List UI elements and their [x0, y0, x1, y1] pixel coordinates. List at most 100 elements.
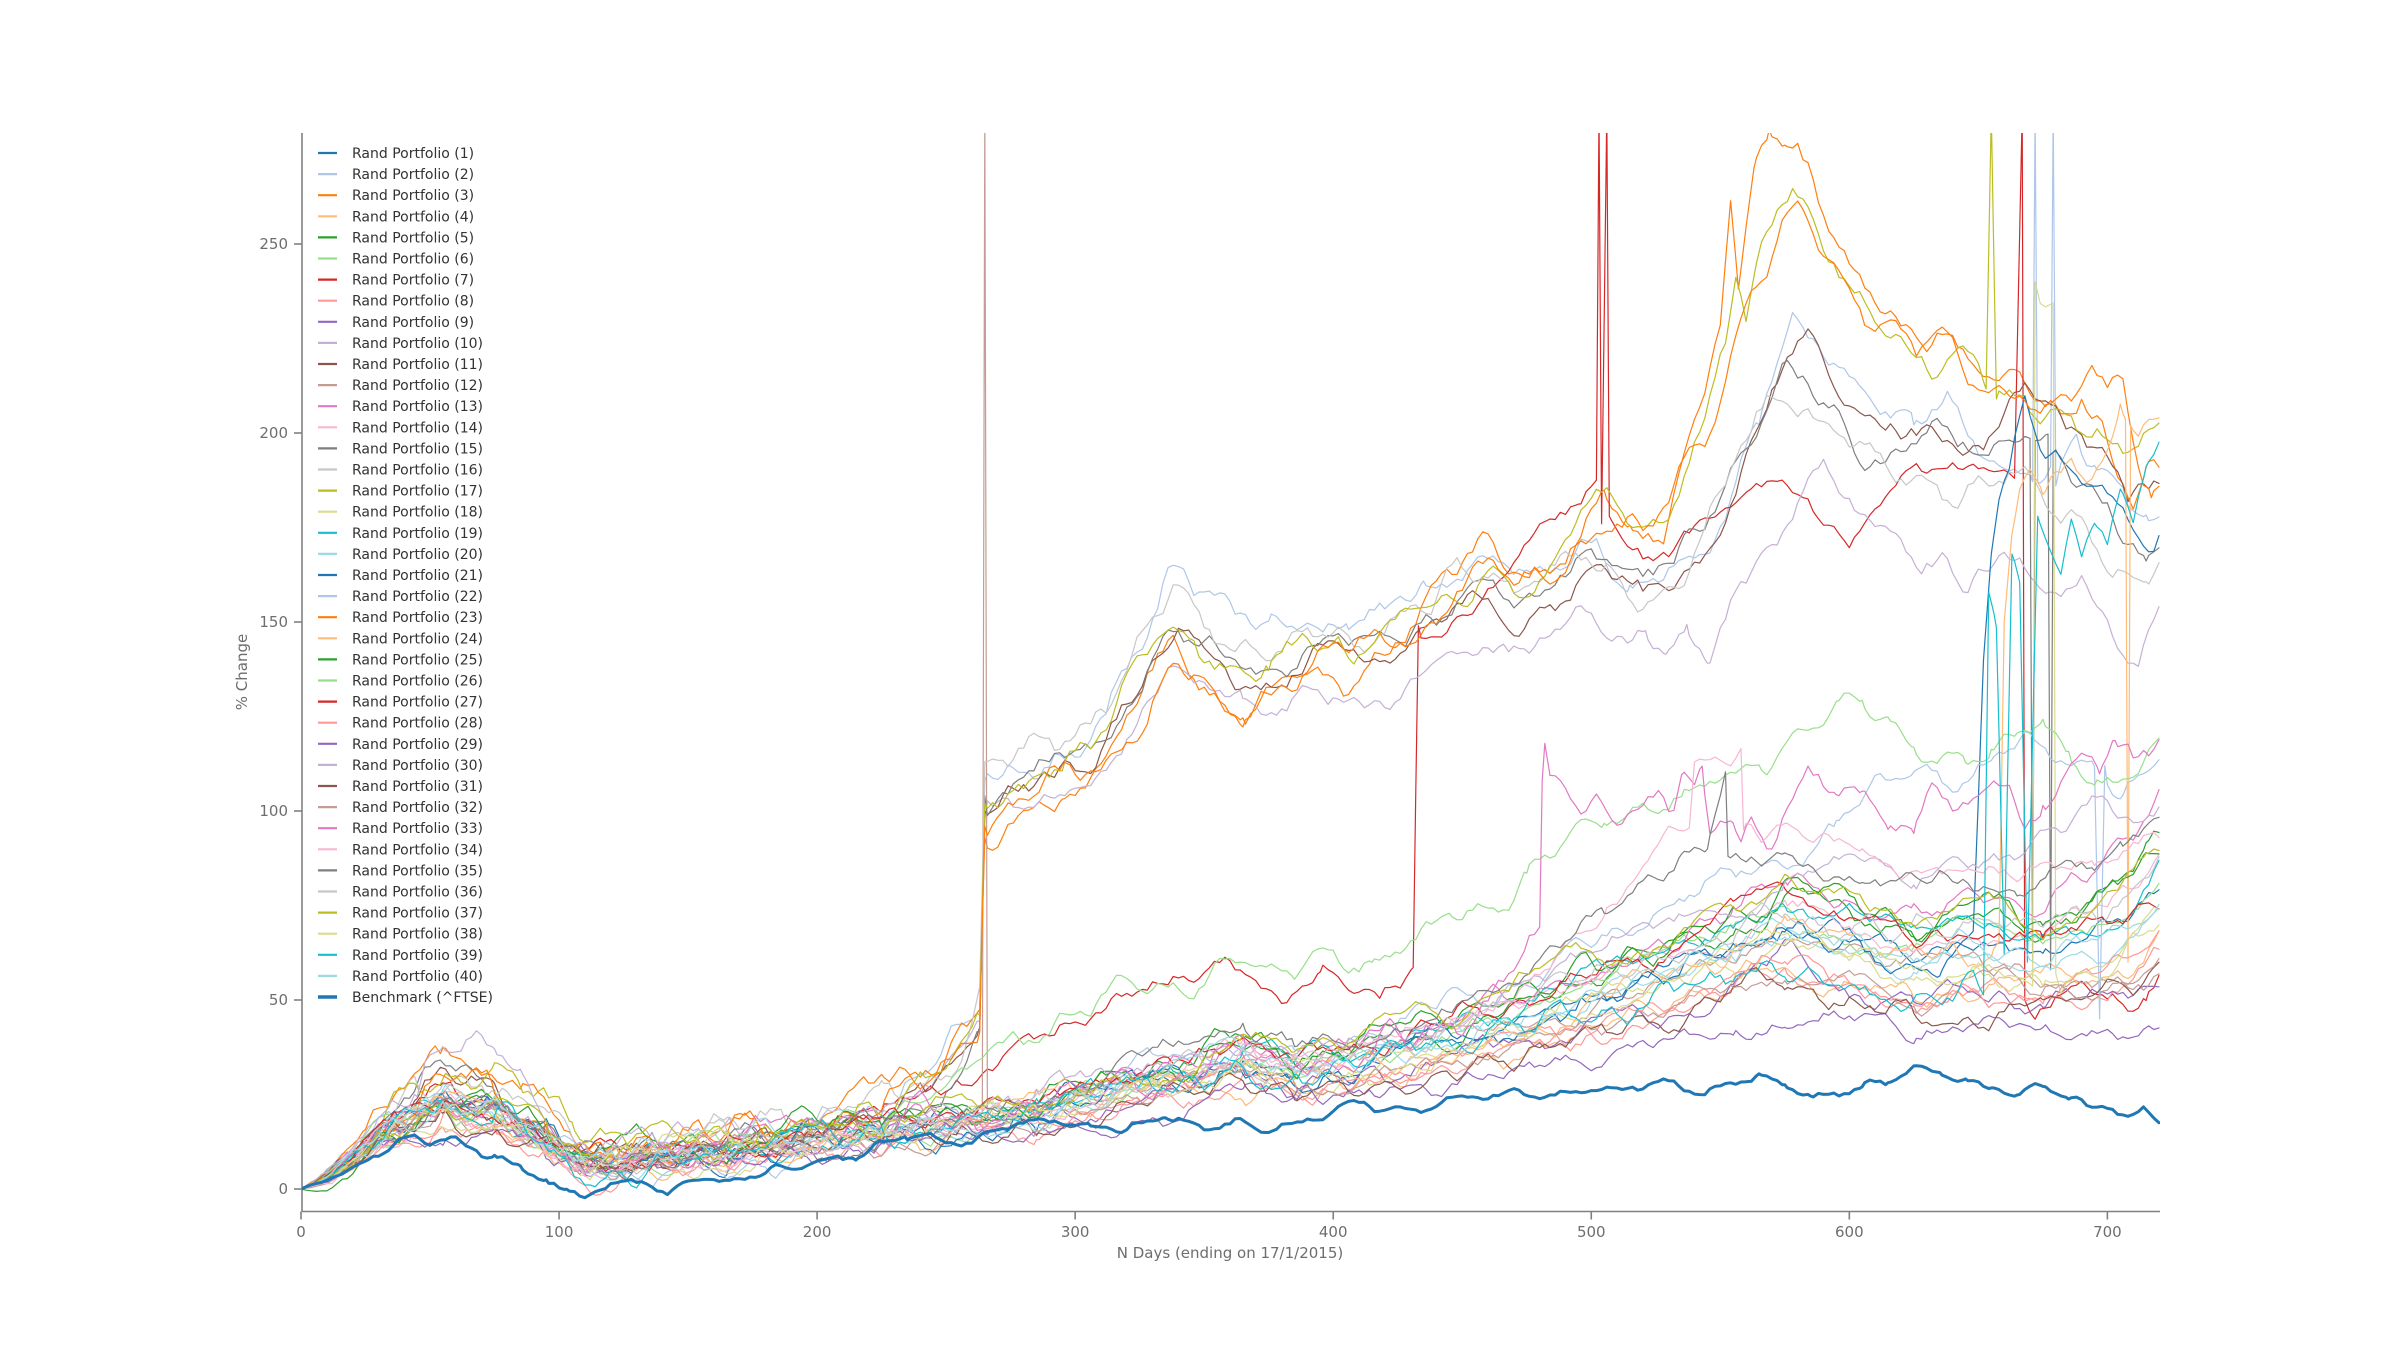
legend-item-15: Rand Portfolio (15) — [318, 441, 483, 457]
legend-label: Rand Portfolio (8) — [352, 294, 474, 310]
legend-item-3: Rand Portfolio (3) — [318, 188, 474, 204]
legend: Rand Portfolio (1) Rand Portfolio (2) Rand… — [318, 146, 493, 1006]
legend-label: Rand Portfolio (19) — [352, 526, 483, 542]
legend-label: Rand Portfolio (22) — [352, 589, 483, 605]
legend-label: Rand Portfolio (3) — [352, 188, 474, 204]
y-tick-label: 0 — [278, 1180, 288, 1198]
legend-item-4: Rand Portfolio (4) — [318, 209, 474, 225]
series-line-35 — [302, 771, 2160, 1190]
x-axis-label: N Days (ending on 17/1/2015) — [1117, 1244, 1343, 1262]
series-line-30 — [302, 795, 2160, 1190]
legend-item-24: Rand Portfolio (24) — [318, 631, 483, 647]
y-axis-label: % Change — [233, 634, 251, 710]
series-line-13 — [302, 789, 2160, 1190]
series-line-2 — [302, 133, 2160, 1190]
series-line-23 — [302, 200, 2160, 1190]
legend-item-8: Rand Portfolio (8) — [318, 294, 474, 310]
legend-label: Rand Portfolio (5) — [352, 230, 474, 246]
legend-label: Rand Portfolio (36) — [352, 885, 483, 901]
legend-label: Rand Portfolio (40) — [352, 969, 483, 985]
series-line-11 — [302, 328, 2160, 1190]
x-tick-label: 300 — [1061, 1223, 1090, 1241]
legend-label: Rand Portfolio (10) — [352, 336, 483, 352]
y-tick-label: 150 — [259, 613, 288, 631]
legend-item-17: Rand Portfolio (17) — [318, 484, 483, 500]
legend-item-33: Rand Portfolio (33) — [318, 821, 483, 837]
legend-label: Rand Portfolio (27) — [352, 695, 483, 711]
legend-label: Rand Portfolio (23) — [352, 610, 483, 626]
series-line-12 — [302, 133, 2160, 1190]
legend-item-34: Rand Portfolio (34) — [318, 842, 483, 858]
x-tick-label: 600 — [1835, 1223, 1864, 1241]
series-line-38 — [302, 906, 2160, 1190]
legend-item-39: Rand Portfolio (39) — [318, 948, 483, 964]
legend-label: Rand Portfolio (20) — [352, 547, 483, 563]
legend-item-16: Rand Portfolio (16) — [318, 463, 483, 479]
legend-label: Rand Portfolio (33) — [352, 821, 483, 837]
series-line-34 — [302, 748, 2160, 1190]
legend-label: Rand Portfolio (14) — [352, 420, 483, 436]
legend-item-22: Rand Portfolio (22) — [318, 589, 483, 605]
legend-item-6: Rand Portfolio (6) — [318, 252, 474, 268]
legend-item-25: Rand Portfolio (25) — [318, 652, 483, 668]
legend-label: Rand Portfolio (9) — [352, 315, 474, 331]
legend-item-13: Rand Portfolio (13) — [318, 399, 483, 415]
series-line-3 — [302, 133, 2160, 1190]
series-line-10 — [302, 458, 2160, 1190]
series-line-18 — [302, 281, 2160, 1190]
x-tick-label: 400 — [1319, 1223, 1348, 1241]
legend-item-41: Benchmark (^FTSE) — [318, 990, 493, 1006]
series-line-7 — [302, 133, 2160, 1190]
series-line-26 — [302, 692, 2160, 1190]
legend-item-11: Rand Portfolio (11) — [318, 357, 483, 373]
legend-item-14: Rand Portfolio (14) — [318, 420, 483, 436]
series-line-36 — [302, 856, 2160, 1190]
x-tick-label: 200 — [803, 1223, 832, 1241]
legend-item-38: Rand Portfolio (38) — [318, 927, 483, 943]
series-lines — [302, 133, 2160, 1200]
legend-label: Rand Portfolio (39) — [352, 948, 483, 964]
legend-item-21: Rand Portfolio (21) — [318, 568, 483, 584]
legend-label: Rand Portfolio (6) — [352, 252, 474, 268]
legend-item-35: Rand Portfolio (35) — [318, 863, 483, 879]
legend-item-27: Rand Portfolio (27) — [318, 695, 483, 711]
x-tick-label: 100 — [545, 1223, 574, 1241]
series-line-5 — [302, 830, 2160, 1192]
legend-label: Rand Portfolio (24) — [352, 631, 483, 647]
legend-label: Benchmark (^FTSE) — [352, 990, 493, 1006]
legend-label: Rand Portfolio (32) — [352, 800, 483, 816]
legend-item-10: Rand Portfolio (10) — [318, 336, 483, 352]
legend-label: Rand Portfolio (4) — [352, 209, 474, 225]
axes: 0 100 200 300 400 500 600 700 0 50 100 150 200 250 — [259, 133, 2160, 1241]
legend-label: Rand Portfolio (25) — [352, 652, 483, 668]
legend-label: Rand Portfolio (30) — [352, 758, 483, 774]
series-line-39 — [302, 441, 2160, 1190]
legend-item-26: Rand Portfolio (26) — [318, 674, 483, 690]
y-tick-label: 200 — [259, 424, 288, 442]
series-line-41 — [302, 1064, 2160, 1200]
legend-label: Rand Portfolio (12) — [352, 378, 483, 394]
legend-item-9: Rand Portfolio (9) — [318, 315, 474, 331]
legend-item-19: Rand Portfolio (19) — [318, 526, 483, 542]
legend-label: Rand Portfolio (13) — [352, 399, 483, 415]
series-line-40 — [302, 903, 2160, 1190]
series-line-22 — [302, 730, 2160, 1190]
y-tick-label: 50 — [269, 991, 288, 1009]
legend-label: Rand Portfolio (2) — [352, 167, 474, 183]
legend-item-30: Rand Portfolio (30) — [318, 758, 483, 774]
legend-item-40: Rand Portfolio (40) — [318, 969, 483, 985]
legend-item-20: Rand Portfolio (20) — [318, 547, 483, 563]
legend-label: Rand Portfolio (1) — [352, 146, 474, 162]
legend-label: Rand Portfolio (35) — [352, 863, 483, 879]
series-line-33 — [302, 739, 2160, 1190]
legend-label: Rand Portfolio (28) — [352, 716, 483, 732]
legend-label: Rand Portfolio (37) — [352, 906, 483, 922]
legend-label: Rand Portfolio (38) — [352, 927, 483, 943]
legend-label: Rand Portfolio (26) — [352, 674, 483, 690]
legend-item-2: Rand Portfolio (2) — [318, 167, 474, 183]
series-line-27 — [302, 881, 2160, 1190]
legend-item-37: Rand Portfolio (37) — [318, 906, 483, 922]
legend-label: Rand Portfolio (34) — [352, 842, 483, 858]
legend-label: Rand Portfolio (15) — [352, 441, 483, 457]
legend-item-31: Rand Portfolio (31) — [318, 779, 483, 795]
